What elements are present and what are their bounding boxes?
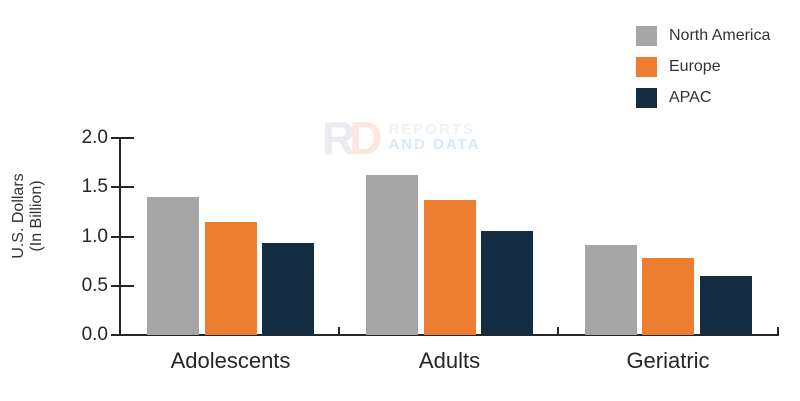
y-tick-label: 1.5 [81, 176, 108, 198]
watermark-logo-r: R [322, 112, 355, 164]
bar-north-america-adults [366, 175, 418, 335]
y-tick-label: 0.5 [81, 274, 108, 296]
x-tick-mark [557, 327, 559, 335]
bar-apac-adolescents [262, 243, 314, 335]
bar-europe-geriatric [642, 258, 694, 335]
watermark-logo-d: D [349, 112, 382, 164]
x-tick-mark [777, 327, 779, 335]
y-tick-mark [111, 334, 134, 336]
bar-north-america-geriatric [584, 245, 637, 335]
y-tick-label: 1.0 [81, 225, 108, 247]
y-tick-label: 0.0 [81, 324, 108, 345]
legend-label-north-america: North America [669, 27, 771, 44]
y-tick-label: 2.0 [81, 127, 108, 148]
legend-item-north-america: North America [636, 26, 770, 46]
y-tick-mark [111, 284, 134, 287]
legend-item-europe: Europe [636, 57, 770, 77]
y-axis-title-line2: (In Billion) [28, 180, 45, 252]
legend-swatch-europe [636, 57, 657, 77]
y-axis-title: U.S. Dollars (In Billion) [10, 136, 46, 296]
y-axis-title-line1: U.S. Dollars [10, 173, 27, 259]
legend: North America Europe APAC [636, 26, 770, 119]
category-label-adolescents: Adolescents [170, 348, 291, 373]
y-tick-mark [111, 235, 134, 238]
legend-item-apac: APAC [636, 88, 770, 108]
legend-label-europe: Europe [669, 58, 721, 75]
legend-swatch-north-america [636, 26, 657, 46]
watermark-logo: RD [322, 115, 383, 161]
watermark-line2: AND DATA [388, 136, 481, 153]
category-label-geriatric: Geriatric [626, 348, 710, 373]
y-tick-mark [111, 137, 134, 139]
watermark-line1: REPORTS [388, 121, 475, 138]
watermark-text: REPORTS AND DATA [388, 122, 480, 152]
y-tick-mark [111, 186, 134, 189]
bar-europe-adolescents [204, 221, 257, 335]
reports-and-data-watermark: RD REPORTS AND DATA [322, 115, 481, 161]
category-label-adults: Adults [418, 348, 481, 373]
bar-north-america-adolescents [147, 197, 199, 335]
x-tick-mark [338, 327, 340, 335]
bar-apac-geriatric [699, 275, 752, 335]
legend-swatch-apac [636, 88, 657, 108]
bar-europe-adults [423, 200, 476, 335]
legend-label-apac: APAC [669, 89, 712, 106]
x-axis-line [119, 334, 779, 336]
bar-apac-adults [481, 230, 533, 335]
